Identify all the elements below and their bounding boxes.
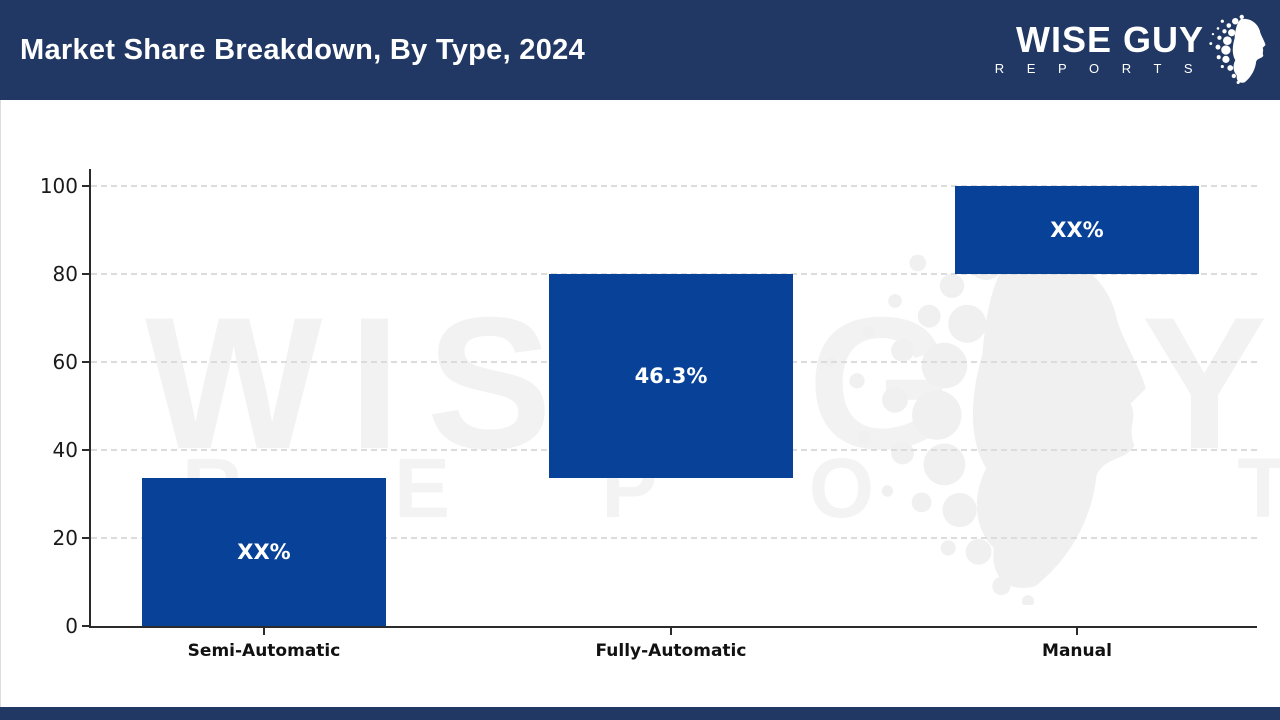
y-tick-0 (82, 625, 89, 627)
footer-bar (0, 707, 1280, 720)
y-tick-100 (82, 185, 89, 187)
y-tick-label-20: 20 (52, 526, 78, 550)
header-bar: Market Share Breakdown, By Type, 2024 WI… (0, 0, 1280, 100)
y-tick-80 (82, 273, 89, 275)
y-tick-20 (82, 537, 89, 539)
y-tick-label-60: 60 (52, 350, 78, 374)
gridline-y-100 (91, 185, 1257, 187)
y-tick-label-80: 80 (52, 262, 78, 286)
gridline-y-20 (91, 537, 1257, 539)
logo-reports-text: R E P O R T S (994, 61, 1202, 76)
left-border-line (0, 100, 1, 707)
category-label-2: Manual (1042, 641, 1112, 661)
page-title: Market Share Breakdown, By Type, 2024 (20, 33, 586, 66)
y-tick-60 (82, 361, 89, 363)
y-tick-label-40: 40 (52, 438, 78, 462)
x-tick-2 (1076, 628, 1078, 635)
logo-head-icon (1209, 14, 1266, 84)
bar-manual: XX% (955, 186, 1199, 275)
gridline-y-80 (91, 273, 1257, 275)
category-label-0: Semi-Automatic (187, 641, 341, 661)
y-axis-line (89, 169, 91, 628)
watermark-head-icon (825, 228, 1146, 605)
wise-guy-reports-logo: WISE GUY R E P O R T S (995, 6, 1272, 94)
logo-wordmark: WISE GUY (1015, 19, 1204, 60)
y-tick-label-100: 100 (39, 174, 78, 198)
bar-value-label: XX% (1050, 218, 1104, 243)
bar-value-label: XX% (237, 540, 291, 565)
x-axis-line (89, 626, 1257, 628)
category-label-1: Fully-Automatic (595, 641, 747, 661)
y-tick-40 (82, 449, 89, 451)
bar-semi-automatic: XX% (142, 478, 386, 626)
bar-value-label: 46.3% (634, 364, 708, 389)
x-tick-0 (263, 628, 265, 635)
bar-fully-automatic: 46.3% (549, 274, 793, 479)
x-tick-1 (670, 628, 672, 635)
y-tick-label-0: 0 (65, 614, 78, 638)
